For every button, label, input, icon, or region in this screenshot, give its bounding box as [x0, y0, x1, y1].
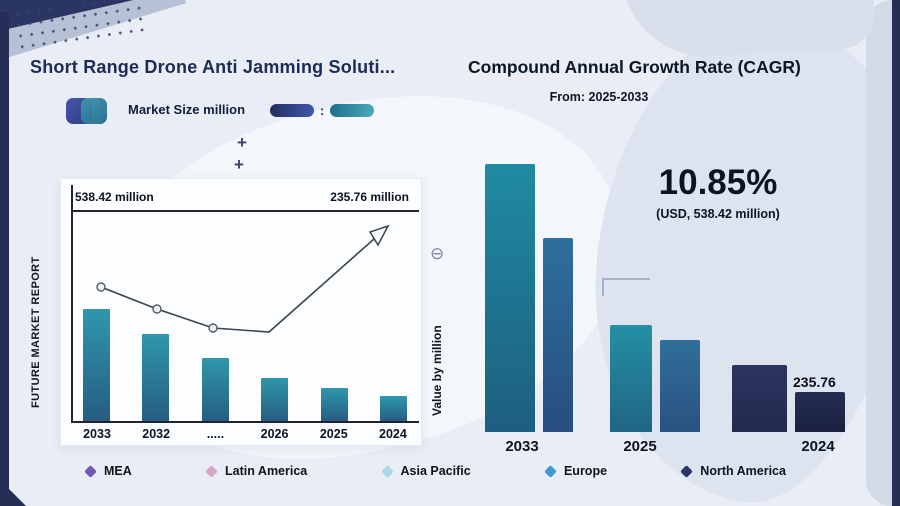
cagr-bars: 2033 2025 2024 [470, 150, 880, 455]
step-line-decoration [602, 278, 650, 296]
cagr-title: Compound Annual Growth Rate (CAGR) [468, 57, 801, 77]
market-size-bar [379, 396, 407, 421]
market-size-xlabels: 2033 2032..... 2026 2025 2024 [79, 427, 411, 441]
scale-pills: : [270, 103, 375, 118]
cagr-bar-2024-low [795, 392, 845, 432]
cagr-x-label: 2025 [623, 438, 657, 455]
legend-diamond-icon [544, 464, 557, 478]
legend-item-mea: MEA [84, 464, 132, 478]
market-size-x-label: 2025 [319, 427, 348, 441]
market-size-bar [261, 378, 289, 421]
pill-dark-icon [270, 104, 314, 117]
market-title: Short Range Drone Anti Jamming Soluti... [30, 57, 396, 77]
cagr-bar-2025-low [660, 340, 700, 432]
market-size-chart: 538.42 million 235.76 million 2033 2032..… [60, 178, 422, 446]
end-value-annotation: 235.76 [793, 374, 836, 390]
legend-square-teal-icon [81, 98, 107, 124]
legend-row: MEA Latin America Asia Pacific Europe North … [84, 464, 786, 478]
legend-item-north-america: North America [680, 464, 786, 478]
legend-diamond-icon [680, 464, 694, 478]
market-size-x-label: ..... [206, 427, 225, 441]
cagr-x-label: 2024 [801, 438, 835, 455]
legend-label: Asia Pacific [400, 464, 471, 478]
circle-minus-icon: ⊖ [430, 244, 445, 263]
legend-label: MEA [104, 464, 132, 478]
cagr-bar-2033-low [543, 238, 573, 432]
market-size-legend-icon [66, 96, 112, 126]
bottom-left-corner [0, 480, 26, 506]
right-gray-band [866, 0, 892, 506]
pill-teal-icon [330, 104, 375, 117]
legend-label: North America [700, 464, 786, 478]
value-by-million-label: Value by million [430, 325, 444, 416]
plus-decoration-icon: + [234, 155, 244, 174]
plus-decoration-icon: + [237, 133, 247, 152]
cagr-value: 10.85% [658, 163, 778, 202]
legend-diamond-icon [380, 464, 394, 478]
legend-item-asia-pacific: Asia Pacific [380, 464, 471, 478]
x-axis-line [71, 421, 419, 423]
left-edge-strip [0, 12, 9, 506]
legend-diamond-icon [84, 464, 97, 478]
market-size-x-label: 2024 [379, 427, 407, 441]
dot-pattern [11, 0, 149, 55]
future-market-report-label: FUTURE MARKET REPORT [30, 256, 42, 408]
cagr-x-label: 2033 [505, 438, 539, 455]
market-size-x-label: 2032 [142, 427, 171, 441]
y-axis-line [71, 185, 73, 423]
annotation-2024-value: 235.76 million [330, 190, 409, 204]
legend-item-latin-america: Latin America [205, 464, 308, 478]
cagr-usd-note: (USD, 538.42 million) [656, 207, 780, 221]
cagr-subtitle: From: 2025-2033 [549, 90, 649, 104]
market-size-x-label: 2026 [260, 427, 289, 441]
legend-label: Europe [563, 464, 608, 478]
trend-arrow-overlay [96, 224, 390, 333]
market-size-bar [320, 388, 348, 421]
cagr-bar-2024-high [732, 365, 787, 432]
pill-separator: : [320, 103, 325, 118]
annotation-2033-value: 538.42 million [75, 190, 154, 204]
market-size-bar [83, 309, 110, 421]
top-rule-line [71, 210, 419, 212]
market-size-bar [142, 334, 170, 421]
market-size-bar [201, 358, 229, 421]
market-size-x-label: 2033 [83, 427, 111, 441]
cagr-bar-2033-high [485, 164, 535, 432]
legend-label: Latin America [225, 464, 308, 478]
legend-diamond-icon [205, 464, 218, 478]
right-edge-strip [892, 0, 900, 506]
cagr-bar-2025-high [610, 325, 652, 432]
legend-item-europe: Europe [544, 464, 608, 478]
market-size-legend-label: Market Size million [128, 102, 246, 117]
market-size-bars [79, 296, 411, 421]
